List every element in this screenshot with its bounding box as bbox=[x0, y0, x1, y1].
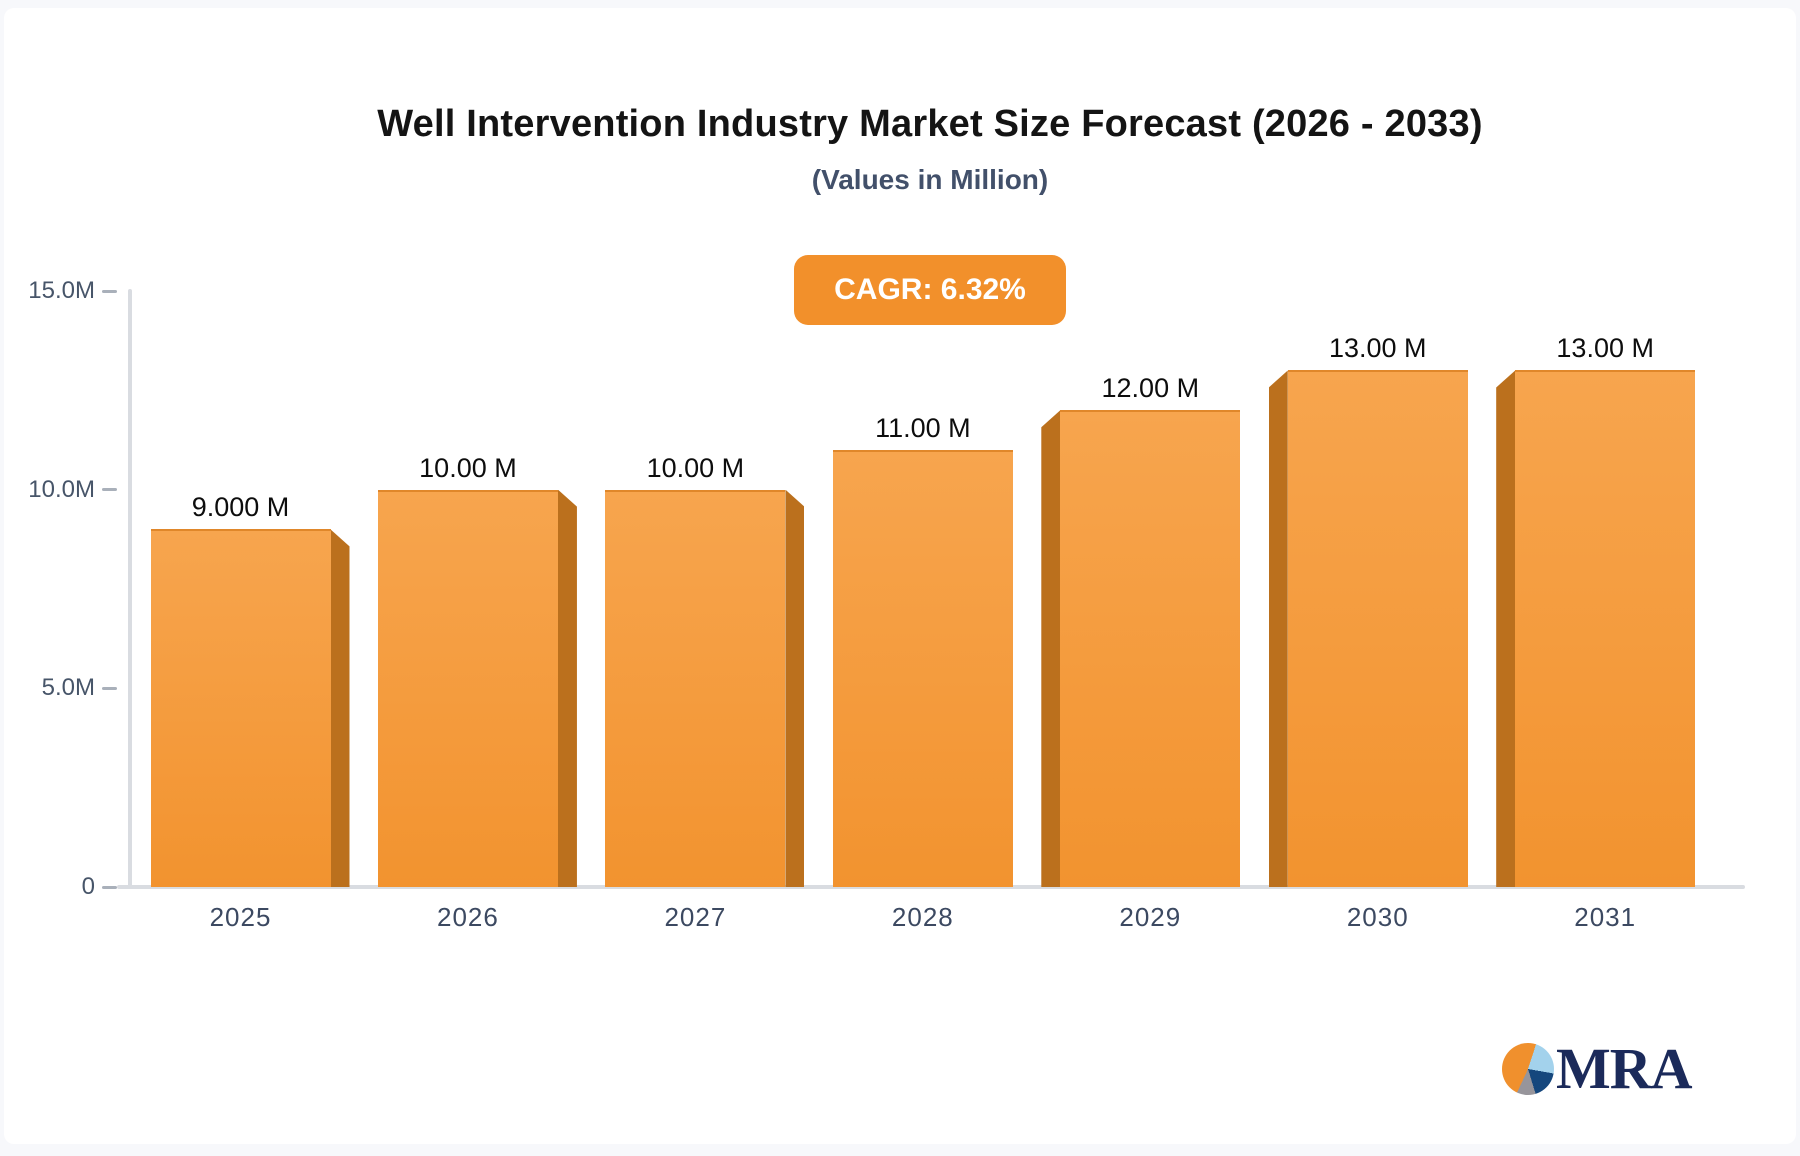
cagr-badge: CAGR: 6.32% bbox=[794, 255, 1066, 325]
x-axis-label-2028: 2028 bbox=[891, 902, 954, 932]
bar-2030 bbox=[1287, 370, 1468, 887]
bar-2027 bbox=[605, 489, 786, 887]
bar-2028 bbox=[832, 449, 1013, 887]
bar-3d-side-2031 bbox=[1496, 370, 1516, 887]
y-tick-label: 15.0M bbox=[28, 277, 95, 304]
y-tick-label: 5.0M bbox=[41, 674, 95, 702]
y-tick-label: 0 bbox=[81, 873, 95, 900]
bar-value-label-2028: 11.00 M bbox=[875, 412, 971, 443]
x-axis-baseline bbox=[117, 885, 1745, 889]
x-axis-label-2027: 2027 bbox=[664, 902, 727, 932]
x-axis-label-2026: 2026 bbox=[437, 902, 499, 932]
bar-2026 bbox=[377, 489, 558, 887]
logo-text: MRA bbox=[1556, 1036, 1693, 1101]
bar-value-label-2027: 10.00 M bbox=[646, 452, 745, 483]
y-tick bbox=[102, 289, 117, 293]
mra-logo: MRA bbox=[1502, 1036, 1693, 1101]
cagr-badge-wrap: CAGR: 6.32% bbox=[60, 255, 1800, 325]
bar-3d-side-2025 bbox=[330, 529, 350, 887]
pie-chart-logo-icon bbox=[1502, 1043, 1554, 1095]
bar-3d-side-2030 bbox=[1268, 370, 1288, 887]
y-axis-line bbox=[128, 289, 132, 887]
bar-value-label-2025: 9.000 M bbox=[191, 492, 290, 523]
bar-value-label-2031: 13.00 M bbox=[1556, 333, 1654, 364]
bar-value-label-2029: 12.00 M bbox=[1101, 373, 1200, 404]
bar-3d-side-2029 bbox=[1041, 410, 1061, 887]
x-axis-label-2031: 2031 bbox=[1574, 902, 1637, 932]
bar-value-label-2026: 10.00 M bbox=[419, 452, 517, 483]
chart-title: Well Intervention Industry Market Size F… bbox=[377, 103, 1483, 145]
bar-value-label-2030: 13.00 M bbox=[1328, 333, 1427, 364]
y-tick bbox=[102, 885, 117, 889]
bar-2029 bbox=[1060, 410, 1241, 887]
x-axis-label-2025: 2025 bbox=[209, 902, 272, 932]
chart-subtitle: (Values in Million) bbox=[811, 164, 1049, 195]
bar-2025 bbox=[150, 529, 331, 887]
x-axis-label-2030: 2030 bbox=[1346, 902, 1409, 932]
bar-2031 bbox=[1515, 370, 1696, 887]
bar-3d-side-2026 bbox=[557, 489, 577, 887]
y-tick bbox=[102, 686, 117, 690]
y-tick-label: 10.0M bbox=[28, 475, 95, 503]
bar-3d-side-2027 bbox=[785, 489, 805, 887]
y-tick bbox=[102, 488, 117, 492]
x-axis-label-2029: 2029 bbox=[1119, 902, 1182, 932]
